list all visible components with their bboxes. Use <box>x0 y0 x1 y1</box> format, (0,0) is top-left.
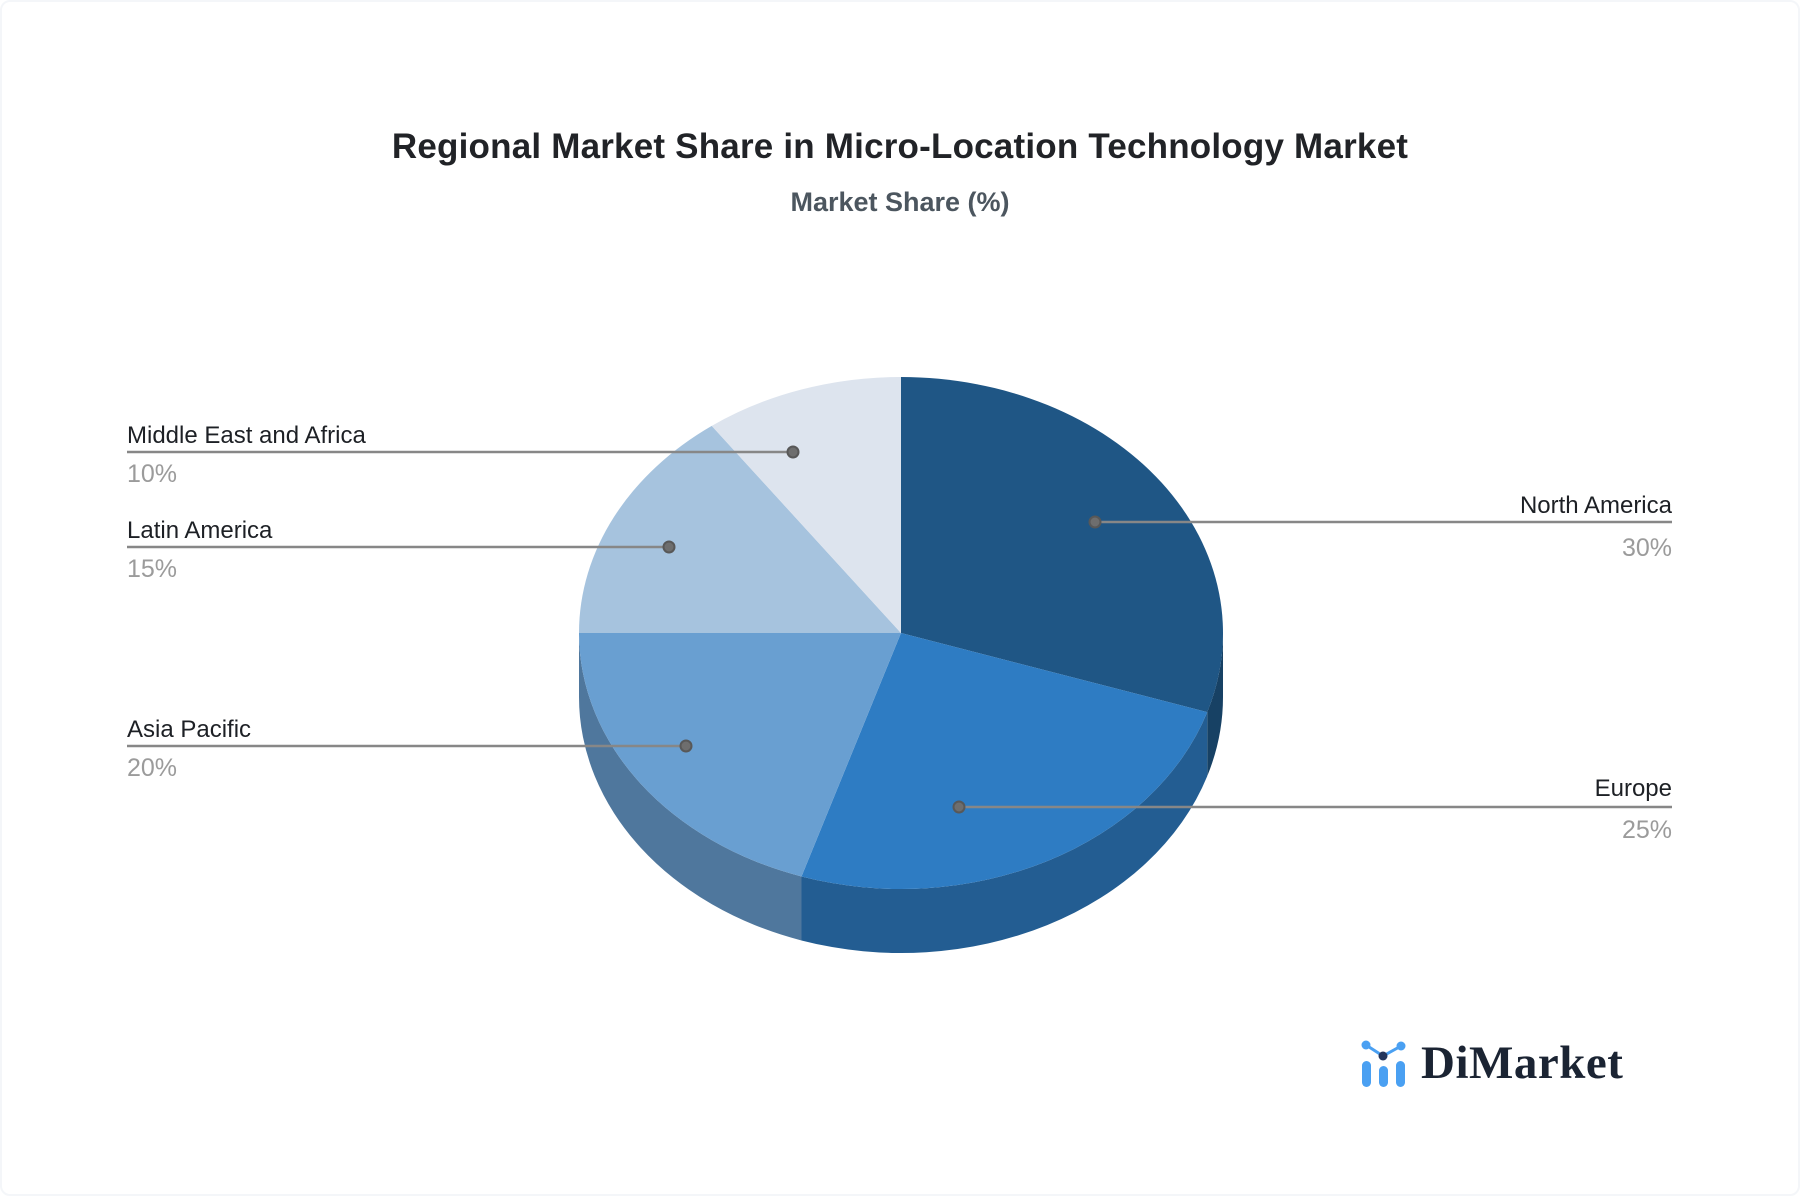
chart-title: Regional Market Share in Micro-Location … <box>391 127 1409 166</box>
slice-label-europe: Europe <box>1595 775 1672 802</box>
connector-dot-latin-america <box>662 540 676 554</box>
bar-line-chart-icon <box>1361 1040 1406 1087</box>
brand-name: DiMarket <box>1421 1037 1624 1089</box>
pie-slice-north-america <box>901 377 1223 713</box>
connector-lines-layer <box>127 445 1672 814</box>
pie-3d-side-layer <box>579 633 1223 953</box>
pie-side-north-america <box>1207 633 1223 777</box>
chart-subtitle: Market Share (%) <box>790 187 1010 217</box>
pie-slice-europe <box>801 633 1208 889</box>
pie-side-asia-pacific <box>579 633 802 941</box>
slice-value-asia-pacific: 20% <box>127 754 177 782</box>
slice-label-middle-east-and-africa: Middle East and Africa <box>127 422 366 449</box>
pie-slice-asia-pacific <box>579 633 901 877</box>
connector-dot-north-america <box>1088 515 1102 529</box>
slice-label-latin-america: Latin America <box>127 517 273 544</box>
slice-value-europe: 25% <box>1622 816 1672 844</box>
slice-label-north-america: North America <box>1520 492 1673 519</box>
slice-value-north-america: 30% <box>1622 534 1672 562</box>
slice-label-asia-pacific: Asia Pacific <box>127 716 251 743</box>
pie-side-europe <box>801 712 1208 953</box>
slice-value-middle-east-and-africa: 10% <box>127 460 177 488</box>
connector-dot-europe <box>952 800 966 814</box>
pie-slices-layer <box>579 377 1223 889</box>
connector-dot-middle-east-and-africa <box>786 445 800 459</box>
brand-logo: DiMarket <box>1360 1036 1623 1090</box>
slice-value-latin-america: 15% <box>127 555 177 583</box>
pie-slice-latin-america <box>579 425 901 633</box>
connector-dot-asia-pacific <box>679 739 693 753</box>
pie-slice-middle-east-and-africa <box>711 377 901 633</box>
